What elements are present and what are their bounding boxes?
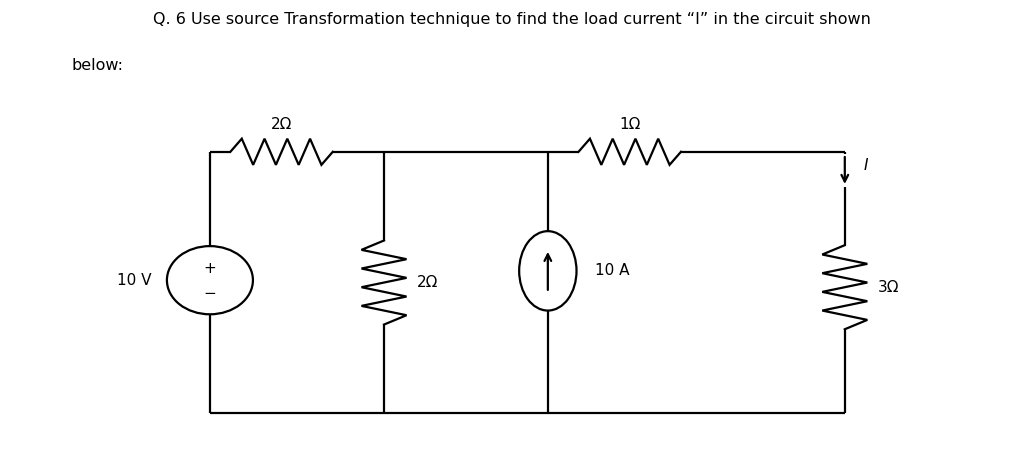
Text: 1Ω: 1Ω bbox=[620, 117, 640, 132]
Text: 2Ω: 2Ω bbox=[271, 117, 292, 132]
Text: 10 A: 10 A bbox=[595, 263, 630, 278]
Text: Q. 6 Use source Transformation technique to find the load current “I” in the cir: Q. 6 Use source Transformation technique… bbox=[153, 12, 871, 27]
Text: 10 V: 10 V bbox=[117, 273, 152, 288]
Text: −: − bbox=[204, 286, 216, 301]
Text: 3Ω: 3Ω bbox=[878, 280, 899, 295]
Text: below:: below: bbox=[72, 58, 124, 73]
Text: +: + bbox=[204, 261, 216, 276]
Text: 2Ω: 2Ω bbox=[417, 275, 438, 290]
Text: I: I bbox=[863, 158, 867, 173]
